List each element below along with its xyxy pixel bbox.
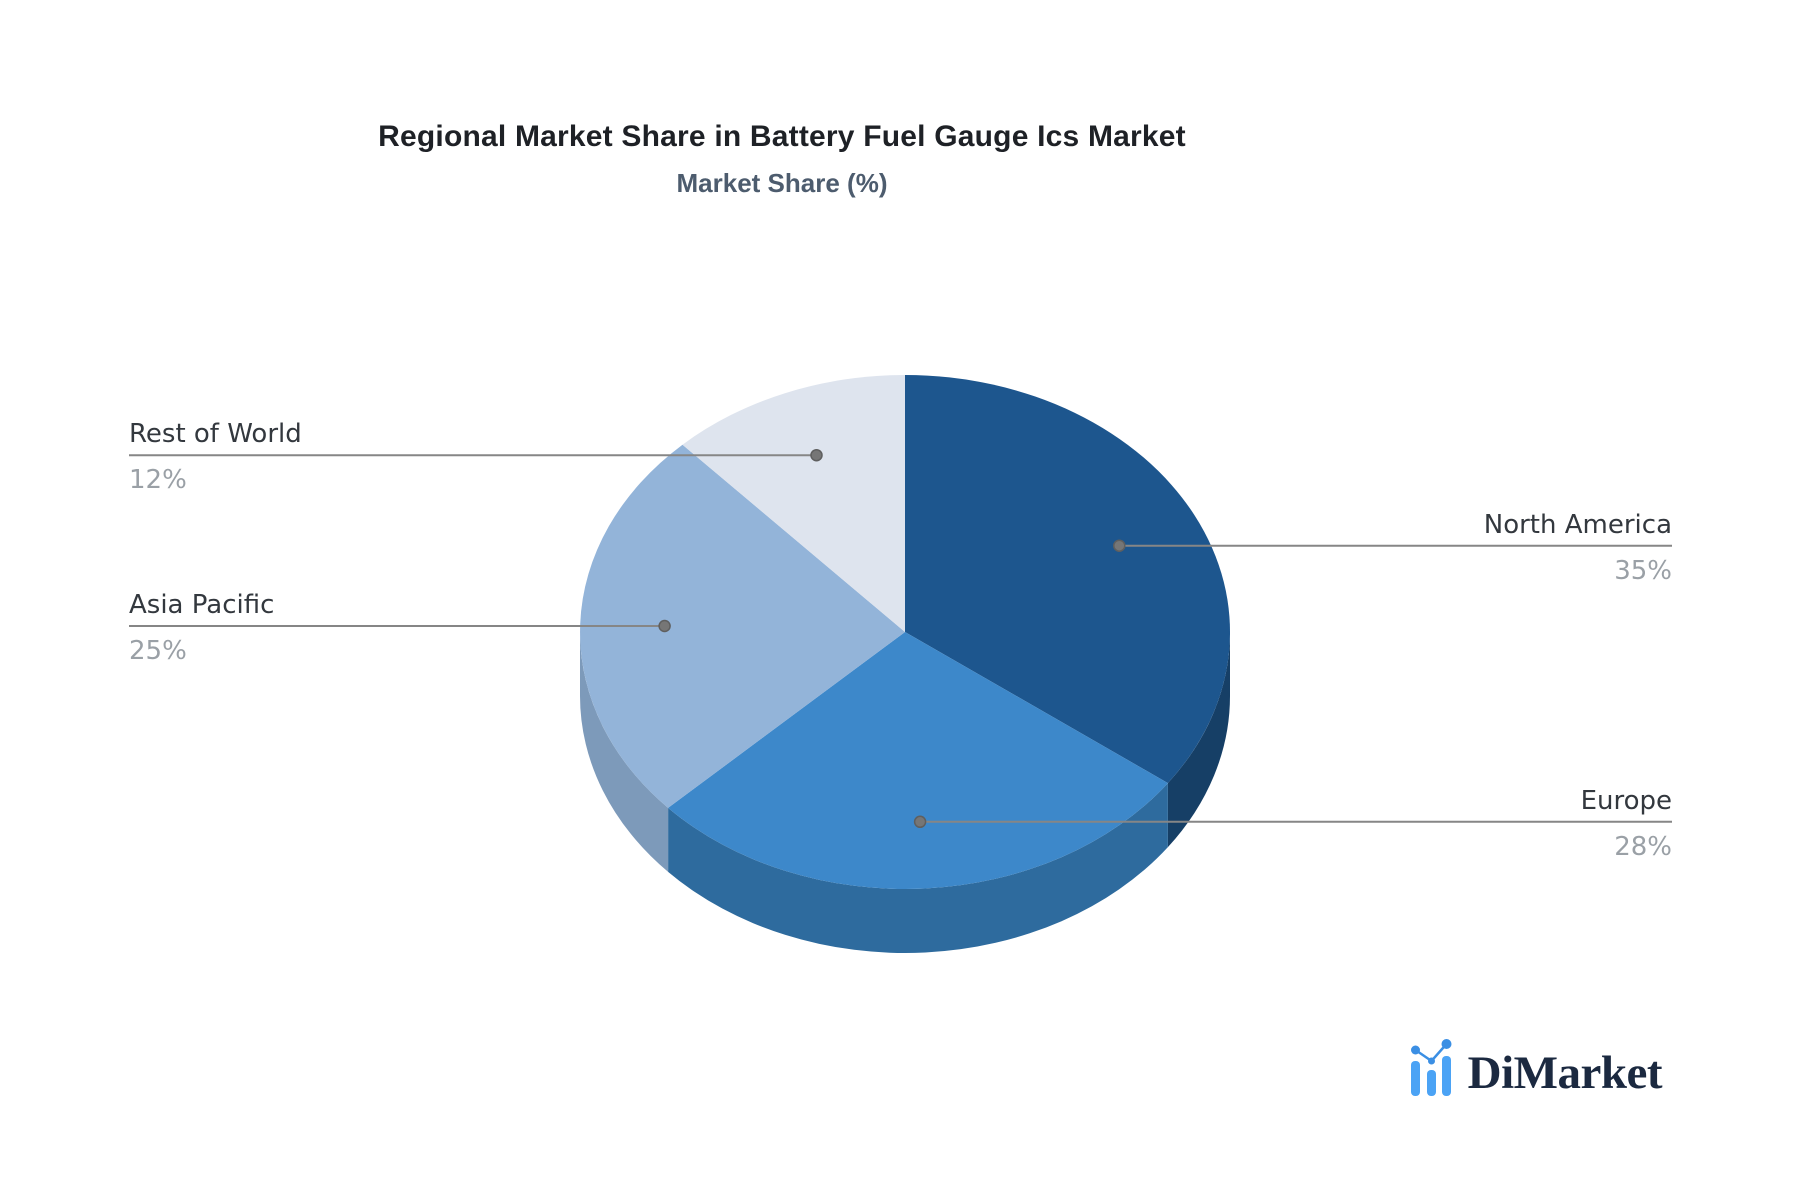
label-rest-of-world-name: Rest of World: [129, 419, 302, 450]
chart-title: Regional Market Share in Battery Fuel Ga…: [378, 120, 1186, 153]
label-rest-of-world-value: 12%: [129, 465, 187, 496]
leader-dot-europe: [913, 815, 927, 829]
label-asia-pacific-name: Asia Pacific: [129, 590, 275, 620]
label-asia-pacific-value: 25%: [129, 636, 187, 666]
label-north-america-name: North America: [1483, 509, 1672, 540]
leader-dot-north-america: [1113, 539, 1126, 552]
pie-slice-europe: [668, 632, 1168, 889]
label-asia-pacific: Asia Pacific 25%: [129, 589, 274, 667]
logo-text: DiMarket: [1467, 1047, 1663, 1100]
pie-slice-europe-side: [668, 783, 1168, 953]
pie-slice-asia-pacific: [580, 444, 905, 808]
label-north-america-value: 35%: [1614, 555, 1672, 586]
label-europe-value: 28%: [1614, 831, 1672, 862]
label-rest-of-world: Rest of World 12%: [129, 418, 302, 496]
pie-slice-rest-of-world: [682, 375, 905, 632]
label-europe-name: Europe: [1580, 785, 1672, 816]
chart-subtitle: Market Share (%): [676, 168, 888, 198]
label-europe: Europe 28%: [1581, 785, 1672, 863]
label-north-america: North America 35%: [1484, 509, 1672, 587]
leader-dot-rest-of-world: [810, 448, 823, 462]
pie-slice-north-america: [905, 375, 1231, 784]
dimarket-logo: DiMarket: [1410, 1038, 1663, 1100]
pie-slice-asia-pacific-side: [580, 632, 669, 872]
leader-dot-asia-pacific: [658, 619, 671, 633]
pie-slice-north-america-side: [1167, 632, 1230, 848]
bar-line-chart-icon: [1410, 1039, 1452, 1096]
